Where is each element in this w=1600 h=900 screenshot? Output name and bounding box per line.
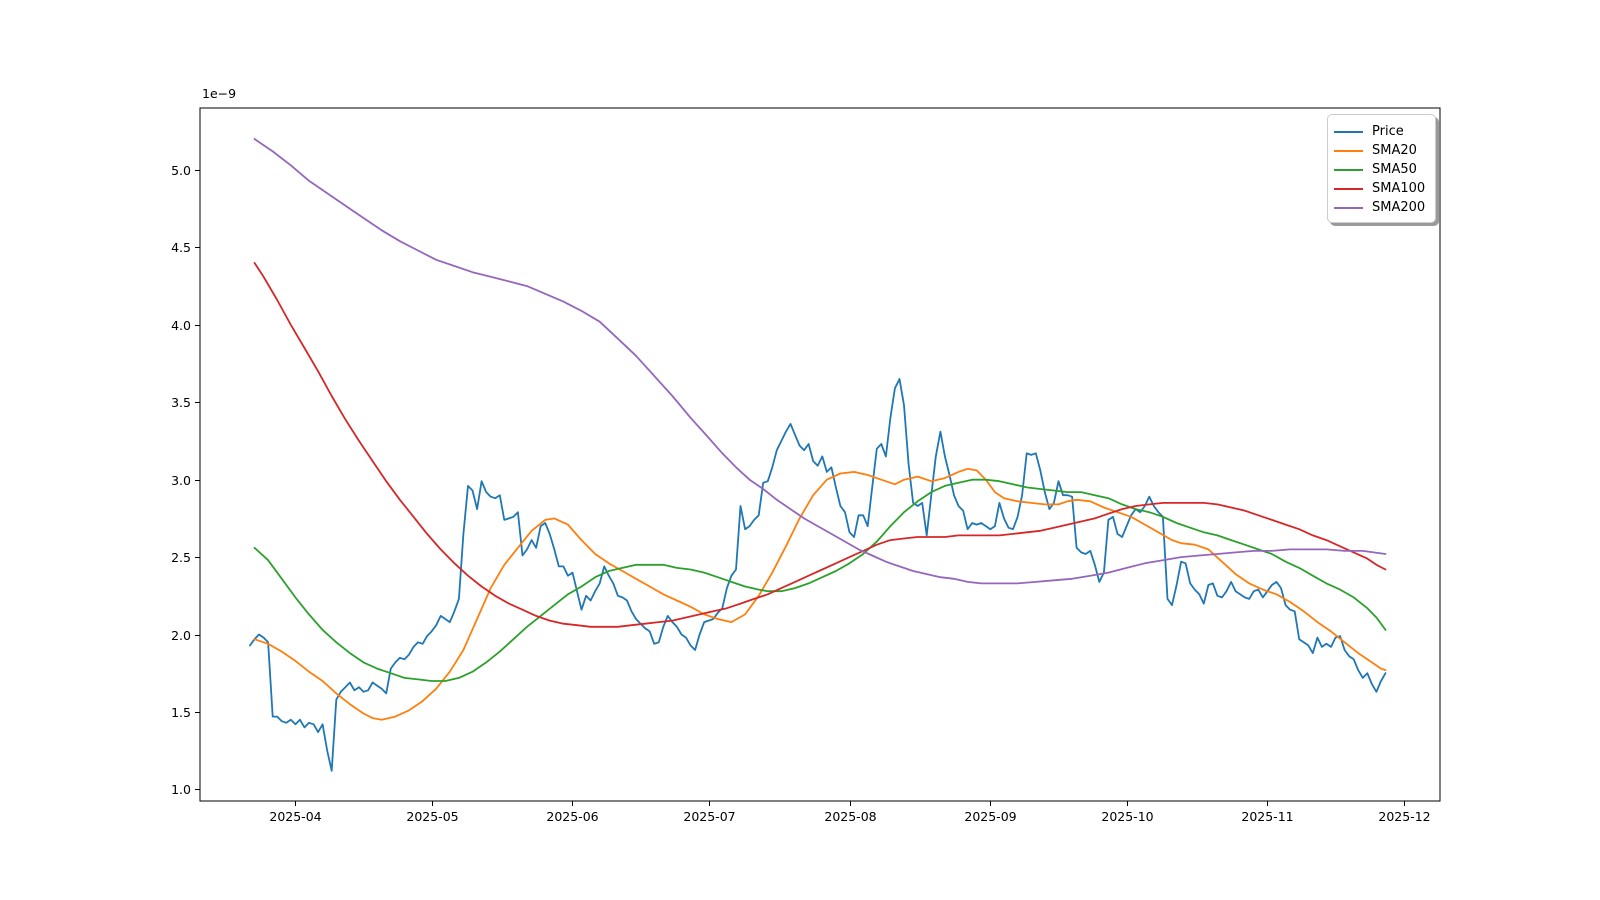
series-line-sma20: [253, 467, 1387, 721]
x-tick-label-2025-05: 2025-05: [406, 809, 458, 824]
x-tick-label-2025-12: 2025-12: [1378, 809, 1430, 824]
legend-label-sma20: SMA20: [1372, 143, 1417, 158]
legend-box: Price SMA20 SMA50 SMA100 SMA200: [1327, 114, 1436, 223]
legend-entry-price: Price: [1334, 122, 1428, 141]
series-line-price: [249, 378, 1387, 772]
y-tick-label-4.5: 4.5: [171, 240, 191, 255]
legend-label-sma200: SMA200: [1372, 200, 1426, 215]
y-tick-label-1.5: 1.5: [171, 705, 191, 720]
legend-line-sample-sma50: [1334, 168, 1363, 171]
legend-entry-sma200: SMA200: [1334, 198, 1428, 217]
legend-entry-sma20: SMA20: [1334, 141, 1428, 160]
y-tick-label-2.5: 2.5: [171, 550, 191, 565]
series-lines: [249, 138, 1387, 772]
plot-area-border: [199, 107, 1441, 802]
y-axis-offset-label: 1e−9: [202, 86, 236, 101]
x-tick-label-2025-10: 2025-10: [1101, 809, 1153, 824]
y-tick-label-2.0: 2.0: [171, 628, 191, 643]
legend-line-sample-sma20: [1334, 149, 1363, 152]
legend-line-sample-sma200: [1334, 206, 1363, 209]
axis-ticks: 2025-04 2025-05 2025-06 2025-07 2025-08 2025-…: [171, 163, 1431, 824]
series-line-sma50: [253, 478, 1387, 682]
x-tick-label-2025-07: 2025-07: [683, 809, 735, 824]
series-line-sma200: [253, 138, 1387, 585]
x-tick-label-2025-06: 2025-06: [546, 809, 598, 824]
x-tick-label-2025-11: 2025-11: [1241, 809, 1293, 824]
y-tick-label-1.0: 1.0: [171, 782, 191, 797]
legend-label-sma100: SMA100: [1372, 181, 1426, 196]
legend-label-price: Price: [1372, 124, 1404, 139]
legend-line-sample-price: [1334, 130, 1363, 133]
legend-label-sma50: SMA50: [1372, 162, 1417, 177]
y-tick-label-4.0: 4.0: [171, 318, 191, 333]
legend-entry-sma100: SMA100: [1334, 179, 1428, 198]
x-tick-label-2025-08: 2025-08: [824, 809, 876, 824]
x-tick-label-2025-04: 2025-04: [269, 809, 321, 824]
y-tick-label-3.5: 3.5: [171, 395, 191, 410]
y-tick-label-3.0: 3.0: [171, 473, 191, 488]
axes-frame: [199, 107, 1441, 802]
y-tick-label-5.0: 5.0: [171, 163, 191, 178]
x-tick-label-2025-09: 2025-09: [964, 809, 1016, 824]
series-line-sma100: [253, 261, 1387, 628]
legend-line-sample-sma100: [1334, 187, 1363, 190]
legend-entry-sma50: SMA50: [1334, 160, 1428, 179]
